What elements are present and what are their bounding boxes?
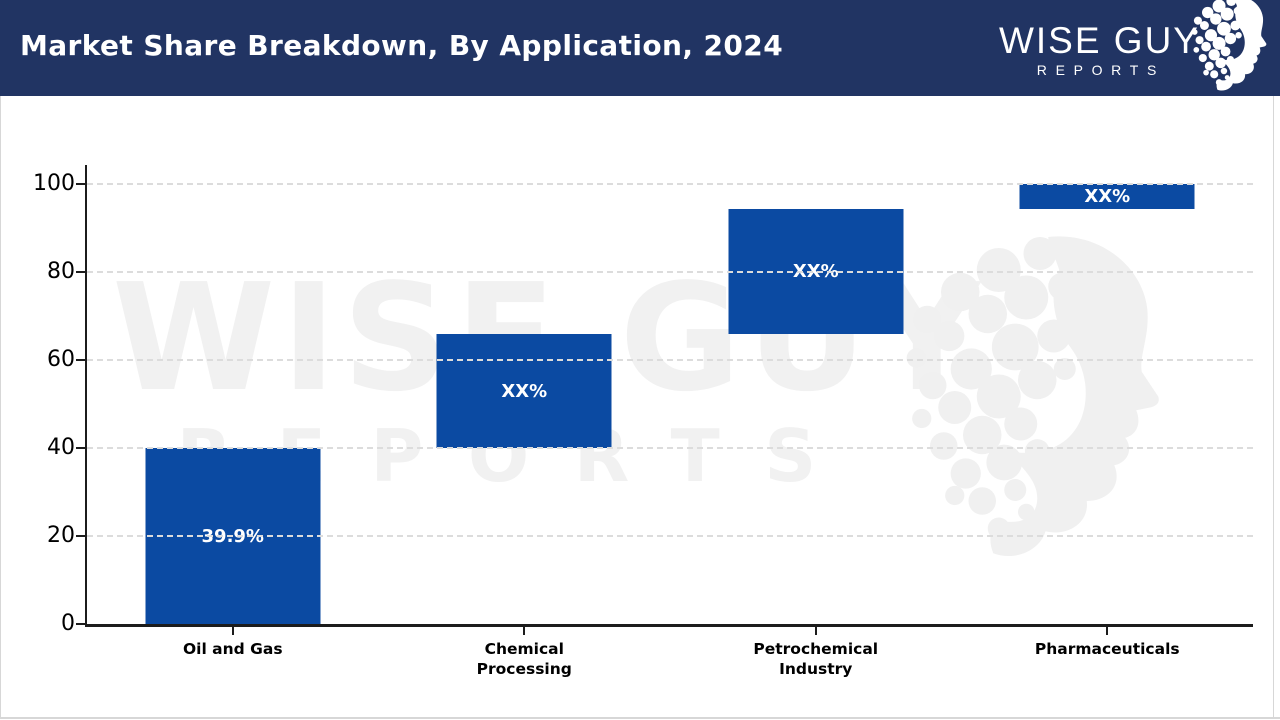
brand-head-icon [1191,0,1267,91]
y-tick-label: 0 [61,611,75,636]
category-slot: XX% Petrochemical Industry [670,165,962,678]
category-tick-label: Chemical Processing [476,640,572,679]
y-axis-tick [76,271,85,273]
chart-area: WISE GUY REPORTS 39.9% Oil and Gas XX% Chem… [0,96,1280,720]
y-tick-label: 100 [33,171,75,196]
y-axis-tick [76,359,85,361]
plot-area: 39.9% Oil and Gas XX% Chemical Processing XX… [33,165,1254,678]
category-slot: XX% Pharmaceuticals [962,165,1254,658]
category-tick-label: Petrochemical Industry [753,640,879,679]
bar-value-label: XX% [501,380,548,402]
brand-logo: WISE GUY REPORTS [999,0,1270,97]
gridline [87,535,1253,537]
x-axis-tick [814,625,817,635]
frame-line-right [1273,96,1274,718]
category-slot: 39.9% Oil and Gas [87,165,379,658]
y-axis-tick [76,623,85,625]
gridline [87,359,1253,361]
category-tick-label: Oil and Gas [182,640,283,658]
y-tick-label: 20 [47,523,75,548]
header-bar: Market Share Breakdown, By Application, … [0,0,1280,96]
y-tick-label: 80 [47,259,75,284]
brand-logo-text: WISE GUY REPORTS [999,22,1200,78]
page-title: Market Share Breakdown, By Application, … [20,28,784,62]
category-slot: XX% Chemical Processing [379,165,671,678]
x-axis-tick [1106,625,1109,635]
gridline [87,271,1253,273]
gridline [87,447,1253,449]
frame-line-bottom [0,717,1280,719]
y-axis-tick [76,447,85,449]
bar-slots: 39.9% Oil and Gas XX% Chemical Processing XX… [87,165,1254,678]
frame-line-left [0,96,1,718]
x-axis-tick [523,625,526,635]
brand-name: WISE GUY [998,20,1200,61]
bar: XX% [436,334,612,448]
bar: XX% [1019,184,1195,210]
gridline [87,183,1253,185]
y-tick-label: 40 [47,435,75,460]
category-tick-label: Pharmaceuticals [1034,640,1180,658]
brand-tagline: REPORTS [1036,62,1165,78]
y-tick-label: 60 [47,347,75,372]
y-axis-tick [76,183,85,185]
bar-value-label: XX% [1084,186,1131,208]
y-axis-tick [76,535,85,537]
x-axis-tick [231,625,234,635]
